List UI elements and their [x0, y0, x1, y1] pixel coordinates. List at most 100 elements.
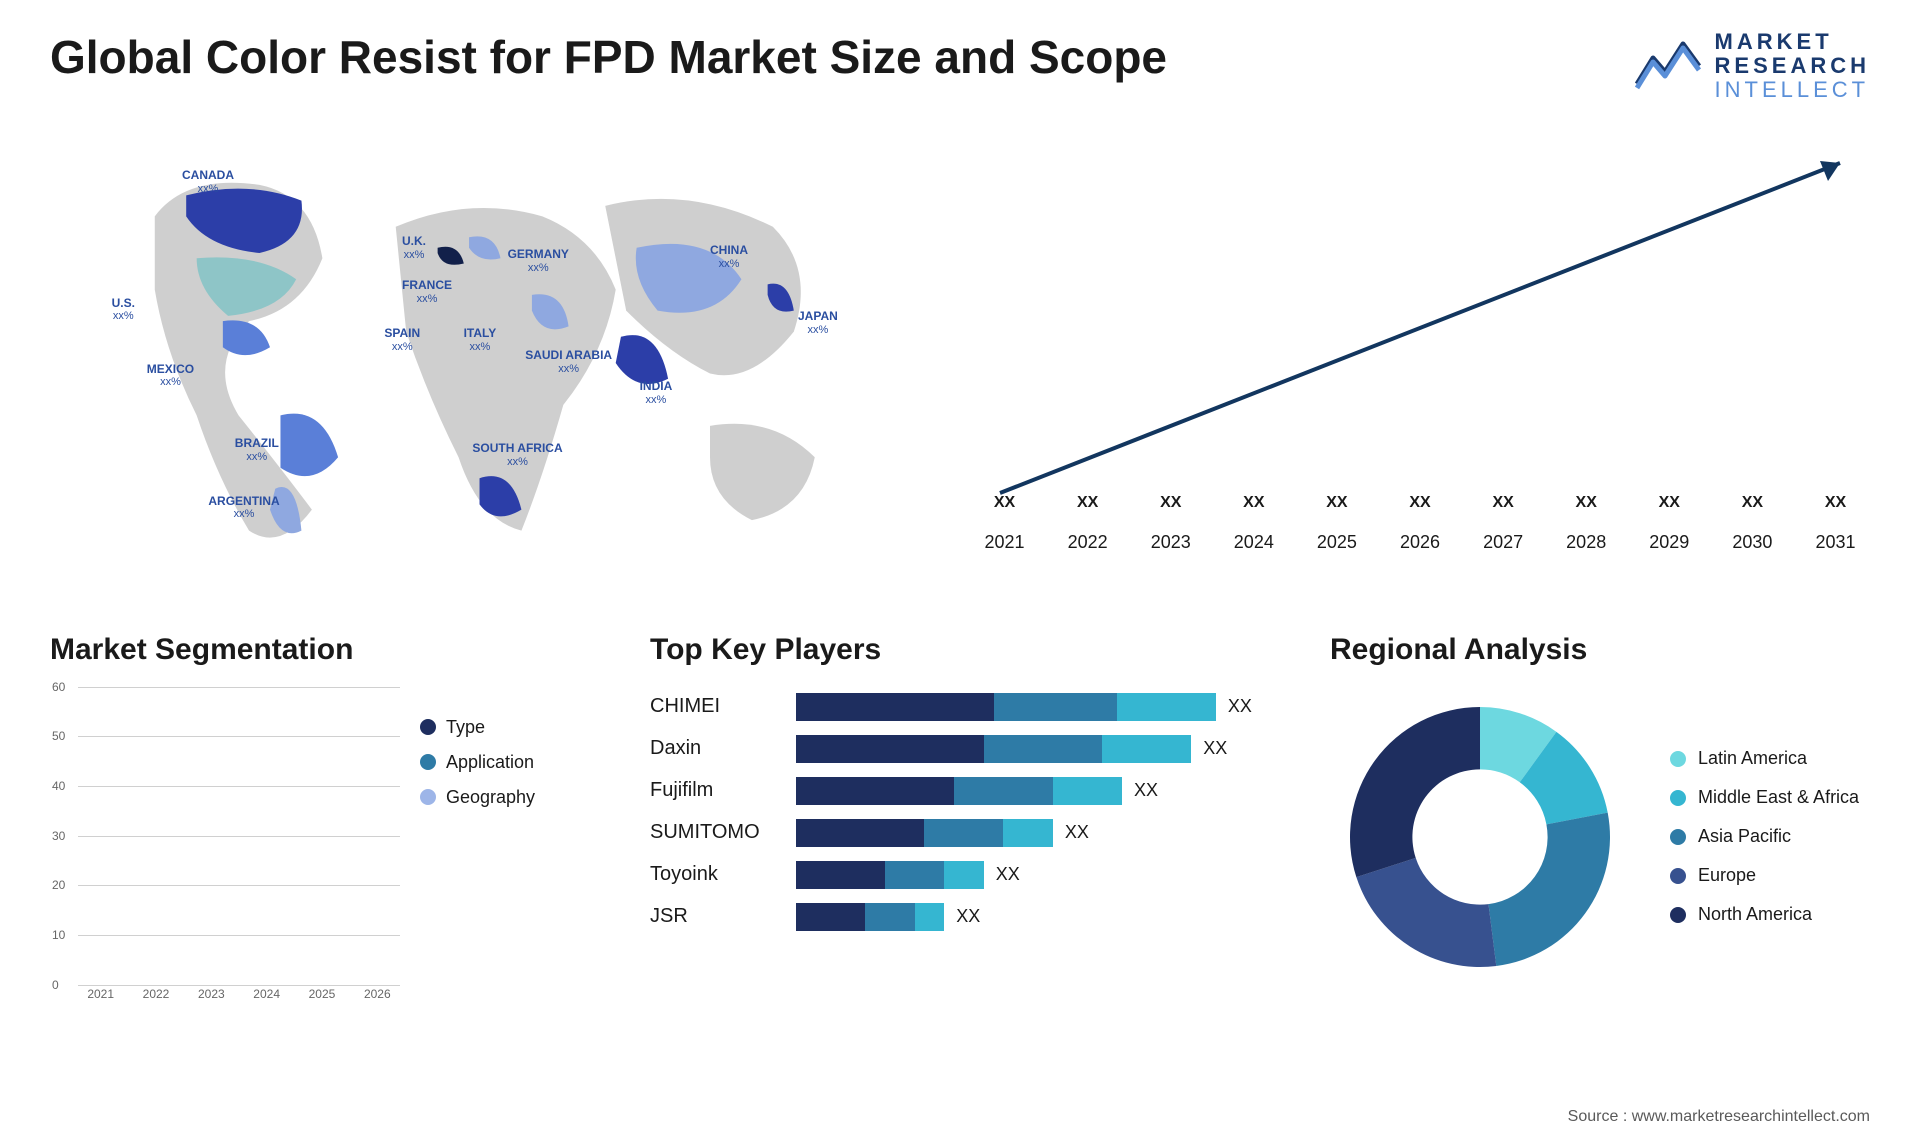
segmentation-title: Market Segmentation — [50, 633, 610, 667]
region-legend-item: Asia Pacific — [1670, 826, 1859, 847]
growth-bar-year: 2031 — [1815, 532, 1855, 553]
growth-bar-value: XX — [1409, 494, 1430, 512]
region-legend-item: North America — [1670, 904, 1859, 925]
growth-bar-value: XX — [1825, 494, 1846, 512]
seg-ytick: 60 — [52, 680, 65, 694]
growth-bar-value: XX — [1742, 494, 1763, 512]
growth-bar-year: 2022 — [1068, 532, 1108, 553]
map-label-brazil: BRAZILxx% — [235, 437, 279, 463]
logo-line-1: MARKET — [1715, 30, 1870, 54]
donut-slice-asia-pacific — [1488, 812, 1610, 965]
seg-ytick: 30 — [52, 829, 65, 843]
player-name: JSR — [650, 905, 780, 928]
player-row-sumitomo: SUMITOMO XX — [650, 819, 1290, 847]
growth-bar-2023: XX2023 — [1136, 524, 1205, 553]
seg-xtick: 2024 — [244, 987, 289, 1007]
seg-xtick: 2022 — [133, 987, 178, 1007]
growth-chart-panel: XX2021XX2022XX2023XX2024XX2025XX2026XX20… — [970, 143, 1870, 583]
map-label-mexico: MEXICOxx% — [147, 363, 194, 389]
player-row-jsr: JSR XX — [650, 903, 1290, 931]
player-name: SUMITOMO — [650, 821, 780, 844]
growth-bar-year: 2028 — [1566, 532, 1606, 553]
seg-legend-item: Geography — [420, 787, 535, 808]
player-row-daxin: Daxin XX — [650, 735, 1290, 763]
growth-bar-year: 2024 — [1234, 532, 1274, 553]
regional-analysis-title: Regional Analysis — [1330, 633, 1870, 667]
player-row-chimei: CHIMEI XX — [650, 693, 1290, 721]
growth-bar-2021: XX2021 — [970, 524, 1039, 553]
growth-bar-value: XX — [1077, 494, 1098, 512]
player-value: XX — [1203, 738, 1227, 759]
map-label-japan: JAPANxx% — [798, 310, 838, 336]
player-name: CHIMEI — [650, 695, 780, 718]
growth-bar-year: 2029 — [1649, 532, 1689, 553]
growth-bar-year: 2030 — [1732, 532, 1772, 553]
seg-ytick: 10 — [52, 928, 65, 942]
logo-line-2: RESEARCH — [1715, 54, 1870, 78]
growth-bar-year: 2025 — [1317, 532, 1357, 553]
key-players-title: Top Key Players — [650, 633, 1290, 667]
map-label-italy: ITALYxx% — [464, 327, 497, 353]
growth-bar-2028: XX2028 — [1552, 524, 1621, 553]
growth-bar-2026: XX2026 — [1385, 524, 1454, 553]
map-label-china: CHINAxx% — [710, 244, 748, 270]
seg-xtick: 2023 — [189, 987, 234, 1007]
growth-bar-value: XX — [1492, 494, 1513, 512]
player-name: Fujifilm — [650, 779, 780, 802]
map-label-saudi-arabia: SAUDI ARABIAxx% — [525, 349, 612, 375]
player-name: Daxin — [650, 737, 780, 760]
map-label-france: FRANCExx% — [402, 279, 452, 305]
growth-bar-value: XX — [1659, 494, 1680, 512]
seg-xtick: 2021 — [78, 987, 123, 1007]
player-row-toyoink: Toyoink XX — [650, 861, 1290, 889]
donut-slice-europe — [1356, 857, 1496, 966]
segmentation-panel: Market Segmentation 0 10 20 30 40 50 60 2021 20… — [50, 633, 610, 1053]
player-value: XX — [1134, 780, 1158, 801]
growth-bar-2027: XX2027 — [1469, 524, 1538, 553]
growth-bar-year: 2023 — [1151, 532, 1191, 553]
player-value: XX — [1065, 822, 1089, 843]
growth-bar-value: XX — [1160, 494, 1181, 512]
player-value: XX — [1228, 696, 1252, 717]
map-label-spain: SPAINxx% — [384, 327, 420, 353]
growth-bar-year: 2021 — [985, 532, 1025, 553]
map-label-argentina: ARGENTINAxx% — [208, 495, 279, 521]
region-legend-item: Latin America — [1670, 748, 1859, 769]
player-value: XX — [956, 906, 980, 927]
logo-line-3: INTELLECT — [1715, 78, 1870, 102]
growth-bar-2022: XX2022 — [1053, 524, 1122, 553]
growth-bar-value: XX — [1326, 494, 1347, 512]
growth-bar-value: XX — [1576, 494, 1597, 512]
seg-ytick: 40 — [52, 779, 65, 793]
growth-bar-year: 2026 — [1400, 532, 1440, 553]
growth-bar-2025: XX2025 — [1302, 524, 1371, 553]
growth-bar-year: 2027 — [1483, 532, 1523, 553]
region-legend-item: Middle East & Africa — [1670, 787, 1859, 808]
segmentation-chart: 0102030405060 202120222023202420252026 — [50, 687, 400, 1007]
seg-xtick: 2026 — [355, 987, 400, 1007]
map-label-u-k-: U.K.xx% — [402, 235, 426, 261]
page-title: Global Color Resist for FPD Market Size … — [50, 30, 1167, 84]
map-label-canada: CANADAxx% — [182, 169, 234, 195]
donut-slice-north-america — [1350, 707, 1480, 877]
player-name: Toyoink — [650, 863, 780, 886]
seg-ytick: 20 — [52, 878, 65, 892]
seg-ytick: 50 — [52, 729, 65, 743]
regional-analysis-panel: Regional Analysis Latin America Middle Ea… — [1330, 633, 1870, 1053]
growth-bar-2029: XX2029 — [1635, 524, 1704, 553]
growth-bar-2024: XX2024 — [1219, 524, 1288, 553]
seg-ytick: 0 — [52, 978, 59, 992]
player-value: XX — [996, 864, 1020, 885]
brand-logo-icon — [1635, 36, 1705, 96]
seg-legend-item: Application — [420, 752, 535, 773]
map-label-u-s-: U.S.xx% — [112, 297, 135, 323]
map-label-south-africa: SOUTH AFRICAxx% — [472, 442, 562, 468]
world-map-panel: CANADAxx% U.S.xx% MEXICOxx% BRAZILxx% ARGENT… — [50, 143, 930, 583]
growth-bar-2030: XX2030 — [1718, 524, 1787, 553]
growth-bar-2031: XX2031 — [1801, 524, 1870, 553]
map-label-germany: GERMANYxx% — [508, 248, 569, 274]
brand-logo: MARKET RESEARCH INTELLECT — [1635, 30, 1870, 103]
map-label-india: INDIAxx% — [640, 380, 673, 406]
key-players-panel: Top Key Players CHIMEI XX Daxin XX Fujifilm X… — [650, 633, 1290, 1053]
growth-bar-value: XX — [1243, 494, 1264, 512]
